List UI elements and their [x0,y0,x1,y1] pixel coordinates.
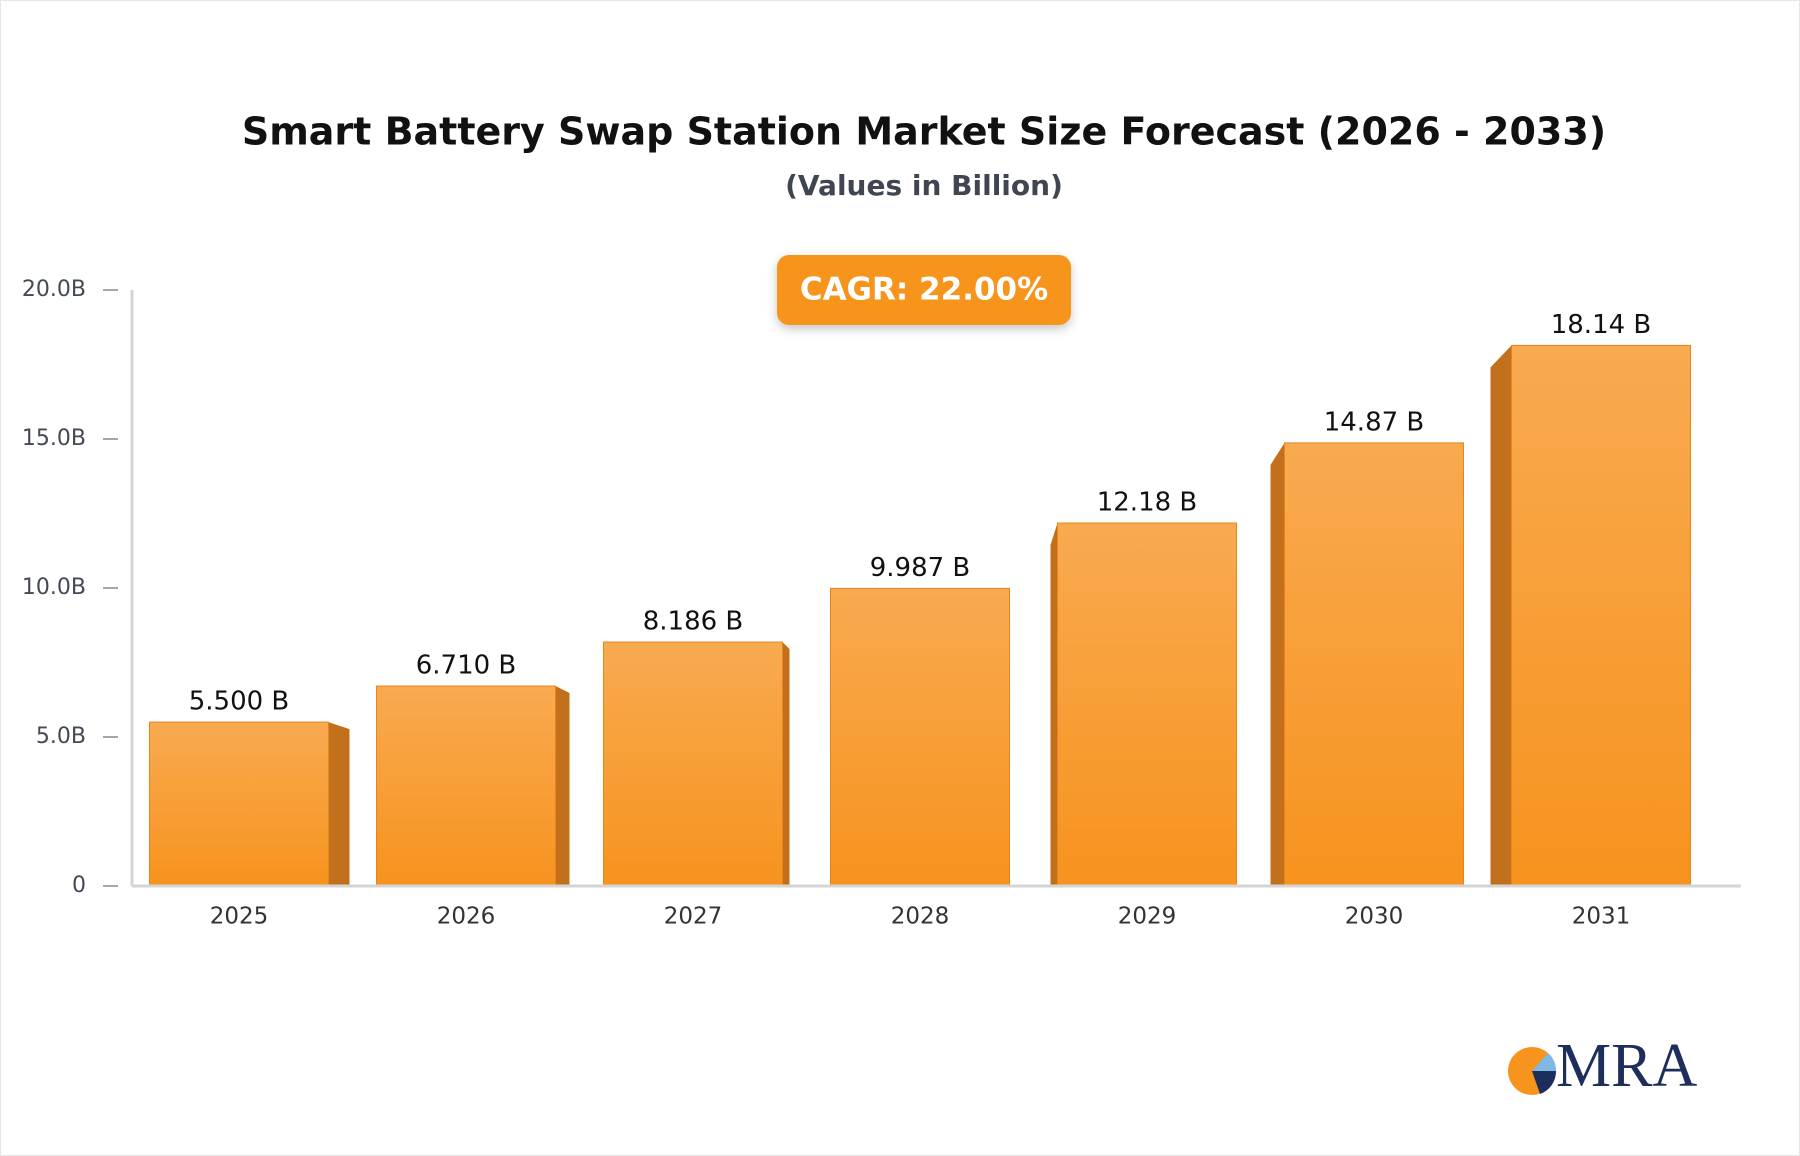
y-tick-label: 10.0B [22,575,86,600]
bar [1284,442,1464,887]
x-tick-label: 2025 [210,904,269,930]
bar [830,587,1010,887]
value-label: 6.710 B [416,651,517,681]
chart-title: Smart Battery Swap Station Market Size F… [242,110,1606,154]
x-tick-label: 2029 [1118,904,1177,930]
value-label: 14.87 B [1324,407,1425,437]
y-tick-label: 20.0B [22,277,86,302]
logo-icon-slice [1532,1071,1557,1094]
y-tick-label: 15.0B [22,426,86,451]
bar [1511,344,1691,887]
x-tick-label: 2027 [664,904,723,930]
value-label: 9.987 B [870,553,971,583]
bar-side [328,722,350,886]
bar-side [1050,523,1058,886]
x-tick-label: 2026 [437,904,496,930]
logo-text: MRA [1556,1032,1697,1100]
value-label: 18.14 B [1551,310,1652,340]
y-tick-label: 0 [72,873,86,898]
y-tick-label: 5.0B [36,724,86,749]
value-label: 5.500 B [189,687,290,717]
bar [603,641,783,887]
bar-side [1490,345,1512,887]
bar-side [782,642,790,886]
bar-side [555,686,570,886]
value-label: 12.18 B [1097,488,1198,518]
cagr-badge [777,255,1071,325]
x-tick-label: 2031 [1572,904,1631,930]
value-label: 8.186 B [643,607,744,637]
x-tick-label: 2030 [1345,904,1404,930]
bar [1057,522,1237,887]
bar-side [1270,442,1285,886]
logo: MRA [1508,1032,1697,1100]
cagr-label: CAGR: 22.00% [800,272,1048,308]
chart-subtitle: (Values in Billion) [785,169,1063,202]
x-tick-label: 2028 [891,904,950,930]
logo-icon-slice [1532,1053,1557,1071]
bar [376,685,556,887]
bar [149,721,329,887]
